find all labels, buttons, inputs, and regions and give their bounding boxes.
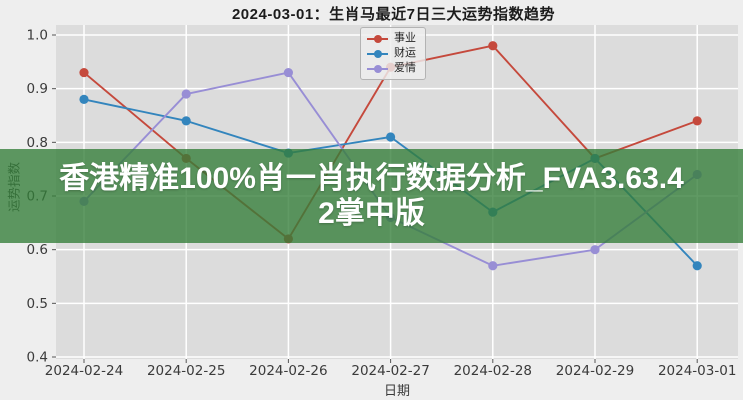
x-tick-label: 2024-02-26 <box>249 363 327 379</box>
legend-label: 事业 <box>394 32 416 44</box>
y-tick-label: 1.0 <box>27 28 48 44</box>
legend-dot-icon <box>373 34 382 43</box>
x-axis-label: 日期 <box>383 383 410 398</box>
watermark-line-2: 2掌中版 <box>318 197 425 230</box>
x-tick-label: 2024-02-29 <box>556 363 634 379</box>
data-point <box>488 261 498 271</box>
chart-title: 2024-03-01：生肖马最近7日三大运势指数趋势 <box>231 6 556 23</box>
legend-line-marker-icon <box>367 34 388 43</box>
x-tick-label: 2024-02-25 <box>147 363 225 379</box>
legend-item: 财运 <box>367 47 416 60</box>
y-tick-label: 0.8 <box>27 135 48 151</box>
watermark-line-1: 香港精准100%肖一肖执行数据分析_FVA3.63.4 <box>59 162 684 195</box>
data-point <box>692 261 702 271</box>
legend-dot-icon <box>373 64 382 73</box>
legend-line-marker-icon <box>367 49 388 58</box>
y-tick-label: 0.6 <box>27 242 48 258</box>
y-tick-label: 0.5 <box>27 296 48 312</box>
legend-item: 爱情 <box>367 62 416 75</box>
legend-line-marker-icon <box>367 64 388 73</box>
legend-label: 财运 <box>394 47 416 59</box>
y-tick-label: 0.9 <box>27 81 48 97</box>
legend-label: 爱情 <box>394 62 416 74</box>
legend-dot-icon <box>373 49 382 58</box>
data-point <box>386 132 396 142</box>
legend: 事业 财运 爱情 <box>360 27 426 80</box>
x-tick-label: 2024-02-27 <box>351 363 429 379</box>
data-point <box>488 41 498 51</box>
legend-item: 事业 <box>367 32 416 45</box>
x-tick-label: 2024-03-01 <box>658 363 736 379</box>
data-point <box>181 89 191 99</box>
x-tick-label: 2024-02-28 <box>454 363 532 379</box>
data-point <box>590 245 600 255</box>
data-point <box>283 67 293 78</box>
y-tick-label: 0.4 <box>27 350 48 366</box>
data-point <box>79 67 89 78</box>
x-tick-label: 2024-02-24 <box>45 363 123 379</box>
data-point <box>181 116 191 126</box>
watermark-overlay: 香港精准100%肖一肖执行数据分析_FVA3.63.4 2掌中版 <box>0 149 743 243</box>
data-point <box>692 116 702 126</box>
data-point <box>79 94 89 104</box>
